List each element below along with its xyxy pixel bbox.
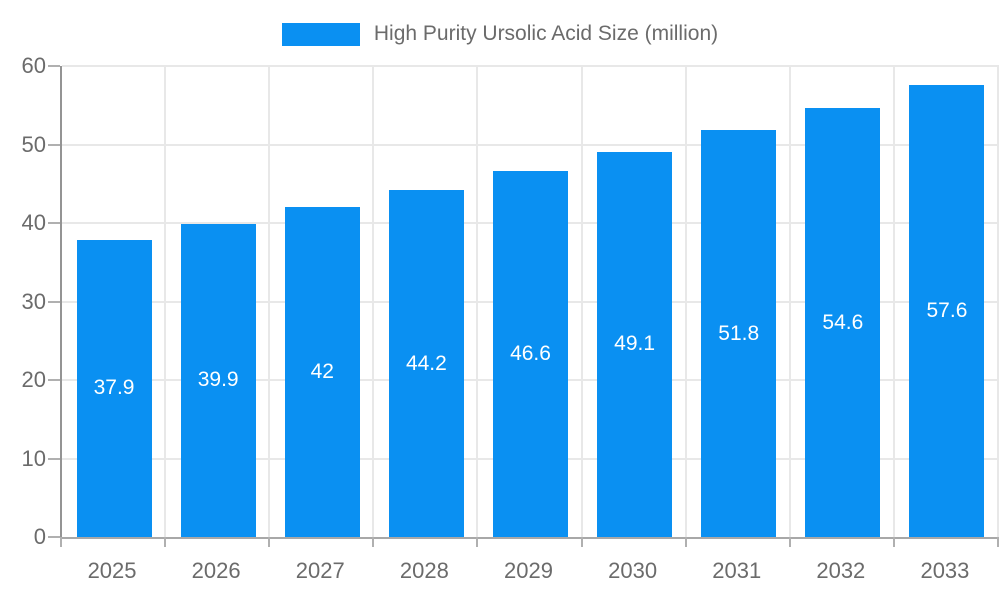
bar[interactable]: 57.6 xyxy=(909,84,985,537)
y-gridline xyxy=(62,65,999,67)
bar[interactable]: 49.1 xyxy=(597,151,673,537)
x-axis-label: 2025 xyxy=(87,558,137,583)
y-axis-tick xyxy=(48,457,60,460)
bar-value-label: 42 xyxy=(310,360,334,384)
bar[interactable]: 39.9 xyxy=(180,223,256,537)
bar-value-label: 37.9 xyxy=(93,376,135,400)
x-axis-tick xyxy=(164,537,167,547)
x-axis-tick xyxy=(892,537,895,547)
y-axis-tick xyxy=(48,143,60,146)
x-axis-tick xyxy=(60,537,62,547)
chart-legend[interactable]: High Purity Ursolic Acid Size (million) xyxy=(0,22,1000,46)
bar[interactable]: 51.8 xyxy=(701,130,777,537)
y-axis-label: 40 xyxy=(21,210,46,235)
y-axis-tick xyxy=(48,65,60,67)
x-axis-label: 2033 xyxy=(920,558,970,583)
plot-area: 37.9 39.9 42 44.2 46.6 49.1 51.8 54.6 57.6 xyxy=(48,65,999,547)
x-gridline xyxy=(788,66,791,537)
y-axis-label: 60 xyxy=(21,53,46,78)
x-gridline xyxy=(997,66,999,537)
y-axis-tick xyxy=(48,379,60,381)
x-axis-tick xyxy=(788,537,791,547)
x-axis-label: 2030 xyxy=(608,558,658,583)
bar-value-label: 39.9 xyxy=(197,368,239,392)
x-axis-tick xyxy=(684,537,687,547)
y-gridline xyxy=(62,143,999,146)
x-axis-label: 2029 xyxy=(504,558,553,583)
x-axis-tick xyxy=(268,537,271,547)
y-axis-label: 30 xyxy=(21,288,46,314)
x-axis-tick xyxy=(476,537,479,547)
x-axis-label: 2027 xyxy=(295,558,345,583)
x-gridline xyxy=(580,66,583,537)
x-gridline xyxy=(164,66,167,537)
bar-value-label: 54.6 xyxy=(822,310,864,334)
x-gridline xyxy=(684,66,687,537)
x-axis-tick xyxy=(580,537,583,547)
x-axis-label: 2031 xyxy=(712,558,762,583)
y-axis-label: 10 xyxy=(21,445,46,471)
bar-value-label: 49.1 xyxy=(614,332,656,356)
bar-value-label: 57.6 xyxy=(926,298,968,322)
bar[interactable]: 42 xyxy=(284,207,360,537)
y-axis-label: 50 xyxy=(21,131,46,157)
x-axis-label: 2026 xyxy=(191,558,241,583)
bar[interactable]: 37.9 xyxy=(76,239,152,537)
bar[interactable]: 46.6 xyxy=(493,171,568,537)
y-axis-label: 0 xyxy=(33,524,46,549)
x-axis-label: 2032 xyxy=(816,558,866,583)
x-gridline xyxy=(892,66,895,537)
bar-value-label: 44.2 xyxy=(405,351,447,375)
x-gridline xyxy=(372,66,375,537)
bar-value-label: 46.6 xyxy=(510,342,551,366)
y-axis-tick xyxy=(48,300,60,303)
x-axis-tick xyxy=(997,537,999,547)
y-axis-tick xyxy=(48,536,60,538)
bar-value-label: 51.8 xyxy=(718,321,760,345)
bar[interactable]: 54.6 xyxy=(805,108,881,537)
legend-swatch xyxy=(281,22,360,46)
x-gridline xyxy=(268,66,271,537)
y-axis-tick xyxy=(48,222,60,224)
x-axis-label: 2028 xyxy=(399,558,449,583)
x-axis-tick xyxy=(372,537,375,547)
legend-series-label: High Purity Ursolic Acid Size (million) xyxy=(373,22,719,45)
bar[interactable]: 44.2 xyxy=(388,190,464,537)
x-gridline xyxy=(476,66,479,537)
y-axis-label: 20 xyxy=(21,367,46,392)
